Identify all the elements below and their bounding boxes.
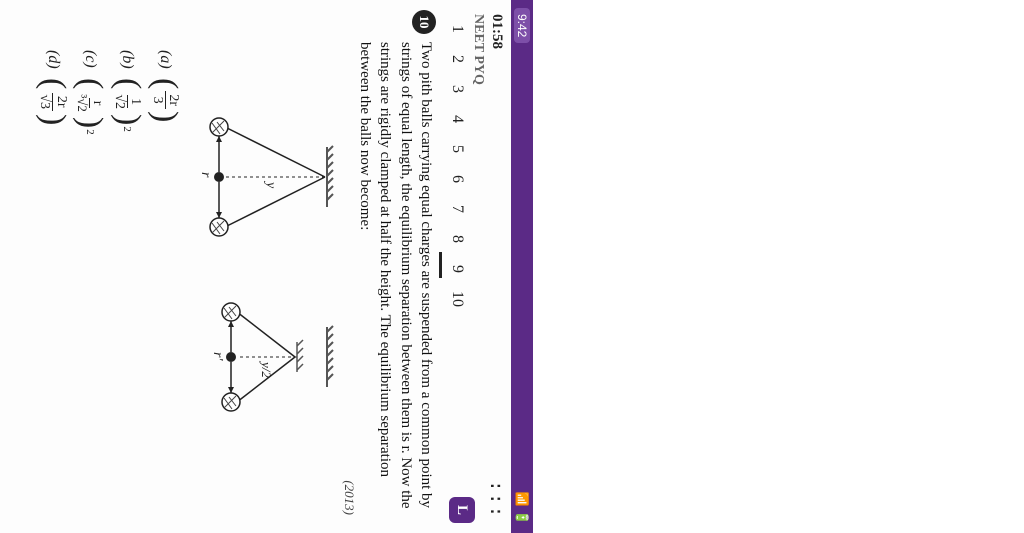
svg-text:y: y — [263, 180, 278, 189]
option-d[interactable]: (d) ( 2r√3 ) — [37, 50, 69, 513]
nav-num[interactable]: 3 — [448, 74, 466, 104]
diagram-right: y/2 r' — [197, 282, 337, 432]
level-badge[interactable]: L — [449, 497, 475, 523]
neet-label: NEET PYQ — [466, 0, 486, 533]
menu-dots-icon[interactable]: ::: — [492, 480, 502, 519]
option-a-value: ( 2r3 ) — [149, 78, 181, 122]
option-d-label: (d) — [44, 50, 62, 78]
svg-text:r: r — [198, 172, 213, 178]
option-a[interactable]: (a) ( 2r3 ) — [149, 50, 181, 513]
nav-num[interactable]: 5 — [448, 134, 466, 164]
nav-num[interactable]: 7 — [448, 194, 466, 224]
option-b[interactable]: (b) ( 1√2 )2 — [111, 50, 143, 513]
question-nav[interactable]: 1 2 3 4 5 6 7 8 9 10 — [444, 0, 466, 533]
header-row: 01:58 ::: — [486, 0, 511, 533]
option-b-value: ( 1√2 )2 — [111, 78, 143, 132]
diagram-left: y r — [197, 102, 337, 252]
nav-num[interactable]: 9 — [448, 254, 466, 284]
status-right: 📶 🔋 — [515, 492, 529, 525]
question-row: 10 Two pith balls carrying equal charges… — [353, 0, 444, 533]
question-number-badge: 10 — [412, 10, 436, 34]
question-text: Two pith balls carrying equal charges ar… — [355, 42, 436, 521]
option-d-value: ( 2r√3 ) — [37, 78, 69, 125]
nav-num[interactable]: 8 — [448, 224, 466, 254]
nav-num[interactable]: 6 — [448, 164, 466, 194]
svg-text:r': r' — [210, 352, 225, 361]
options-block: (a) ( 2r3 ) (b) ( 1√2 )2 (c) ( — [25, 0, 189, 533]
nav-num[interactable]: 1 — [448, 14, 466, 44]
question-year: (2013) — [341, 0, 357, 533]
status-time: 9:42 — [514, 8, 530, 43]
nav-underline — [439, 252, 442, 278]
option-c-value: ( r³√2 )2 — [75, 78, 106, 135]
nav-num[interactable]: 2 — [448, 44, 466, 74]
nav-num[interactable]: 4 — [448, 104, 466, 134]
nav-num[interactable]: 10 — [448, 284, 466, 314]
option-c[interactable]: (c) ( r³√2 )2 — [75, 50, 106, 513]
diagram-row: y r — [197, 0, 337, 533]
status-bar: 9:42 📶 🔋 — [511, 0, 533, 533]
svg-text:y/2: y/2 — [259, 360, 274, 378]
option-c-label: (c) — [81, 50, 99, 78]
option-a-label: (a) — [156, 50, 174, 78]
option-b-label: (b) — [118, 50, 136, 78]
clock: 01:58 — [488, 14, 505, 49]
